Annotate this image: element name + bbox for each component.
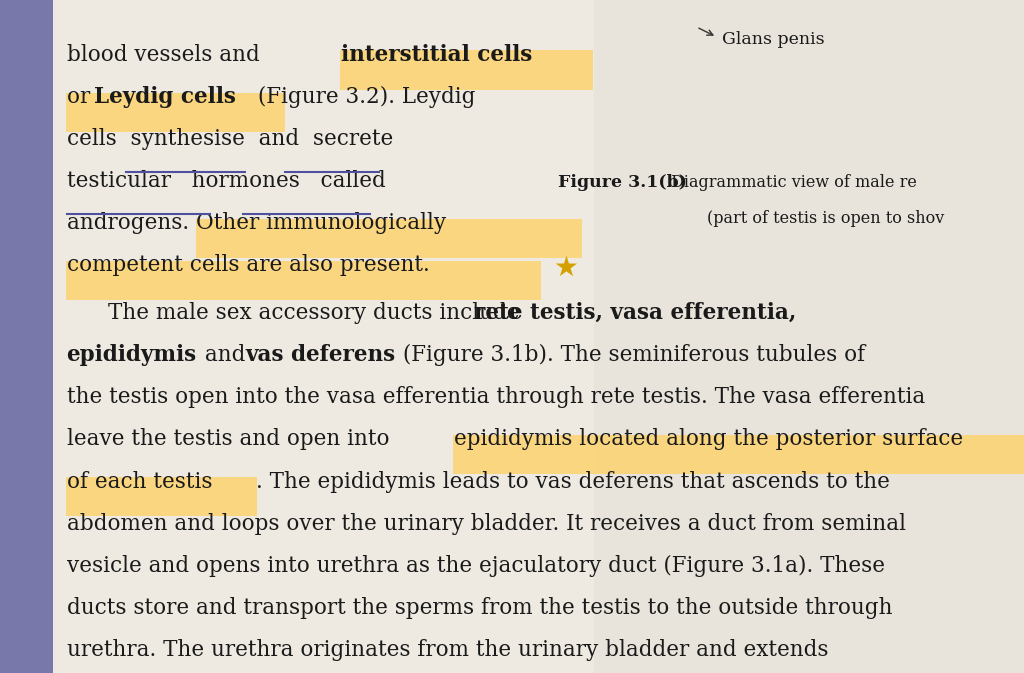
Text: (Figure 3.2). Leydig: (Figure 3.2). Leydig — [251, 85, 475, 108]
Text: the testis open into the vasa efferentia through rete testis. The vasa efferenti: the testis open into the vasa efferentia… — [67, 386, 925, 409]
Text: interstitial cells: interstitial cells — [341, 44, 532, 65]
Text: blood vessels and: blood vessels and — [67, 44, 266, 65]
FancyBboxPatch shape — [453, 435, 1024, 474]
Text: urethra. The urethra originates from the urinary bladder and extends: urethra. The urethra originates from the… — [67, 639, 828, 661]
Text: . The epididymis leads to vas deferens that ascends to the: . The epididymis leads to vas deferens t… — [256, 470, 890, 493]
FancyBboxPatch shape — [66, 477, 257, 516]
FancyBboxPatch shape — [196, 219, 582, 258]
Text: and: and — [198, 345, 252, 366]
Text: or: or — [67, 85, 96, 108]
Text: Diagrammatic view of male re: Diagrammatic view of male re — [666, 174, 916, 190]
Text: ducts store and transport the sperms from the testis to the outside through: ducts store and transport the sperms fro… — [67, 597, 892, 618]
Bar — [594, 0, 1024, 673]
Text: The male sex accessory ducts include: The male sex accessory ducts include — [108, 302, 526, 324]
Text: ★: ★ — [553, 254, 578, 282]
FancyBboxPatch shape — [340, 50, 593, 90]
Text: epididymis located along the posterior surface: epididymis located along the posterior s… — [454, 429, 963, 450]
Text: testicular   hormones   called: testicular hormones called — [67, 170, 385, 192]
FancyBboxPatch shape — [66, 93, 285, 132]
Text: vas deferens: vas deferens — [246, 345, 396, 366]
Text: vesicle and opens into urethra as the ejaculatory duct (Figure 3.1a). These: vesicle and opens into urethra as the ej… — [67, 555, 885, 577]
Text: (Figure 3.1b). The seminiferous tubules of: (Figure 3.1b). The seminiferous tubules … — [396, 344, 865, 366]
Text: Figure 3.1(b): Figure 3.1(b) — [558, 174, 687, 190]
Text: Leydig cells: Leydig cells — [94, 85, 237, 108]
Text: (part of testis is open to shov: (part of testis is open to shov — [584, 209, 944, 227]
Text: of each testis: of each testis — [67, 470, 212, 493]
Text: rete testis, vasa efferentia,: rete testis, vasa efferentia, — [474, 302, 797, 324]
Text: leave the testis and open into: leave the testis and open into — [67, 429, 396, 450]
Text: cells  synthesise  and  secrete: cells synthesise and secrete — [67, 128, 393, 149]
Text: androgens. Other immunologically: androgens. Other immunologically — [67, 212, 445, 234]
Text: epididymis: epididymis — [67, 345, 197, 366]
Text: abdomen and loops over the urinary bladder. It receives a duct from seminal: abdomen and loops over the urinary bladd… — [67, 513, 905, 534]
Text: competent cells are also present.: competent cells are also present. — [67, 254, 429, 276]
Bar — [0, 0, 53, 673]
Text: Glans penis: Glans penis — [722, 31, 824, 48]
FancyBboxPatch shape — [66, 260, 541, 300]
